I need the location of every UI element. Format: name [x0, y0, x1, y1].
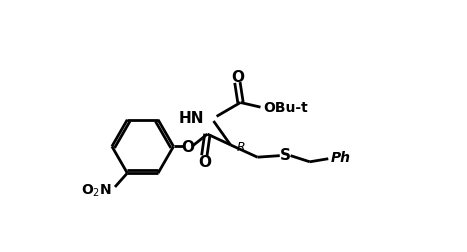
Text: HN: HN: [179, 111, 204, 126]
Text: Ph: Ph: [331, 151, 351, 165]
Text: R: R: [237, 140, 245, 153]
Text: O: O: [231, 70, 244, 84]
Text: O: O: [181, 139, 194, 154]
Text: OBu-t: OBu-t: [263, 101, 308, 115]
Text: O: O: [198, 155, 211, 170]
Text: S: S: [280, 147, 290, 162]
Text: O$_2$N: O$_2$N: [81, 182, 112, 198]
